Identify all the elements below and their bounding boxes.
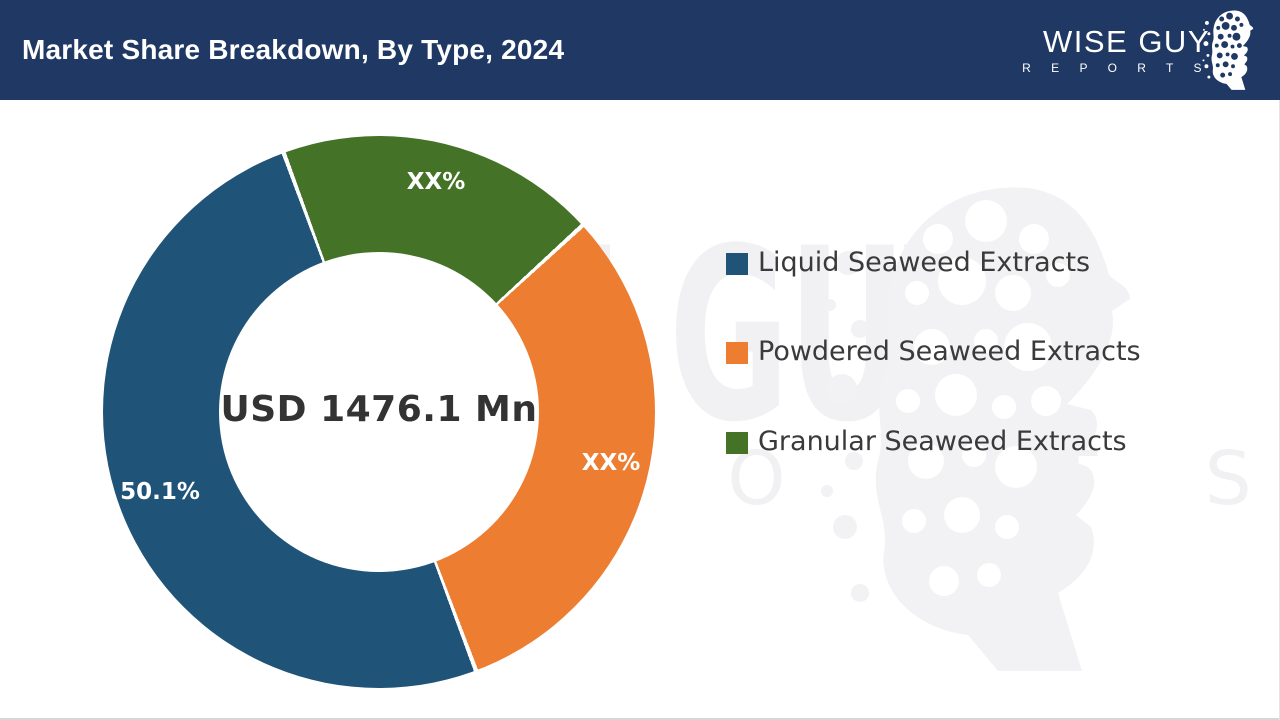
legend-swatch-blue (726, 253, 748, 275)
logo-face-icon (1202, 8, 1266, 92)
legend-item-powdered: Powdered Seaweed Extracts (726, 336, 1141, 368)
legend-swatch-green (726, 431, 748, 454)
chart-legend: Liquid Seaweed Extracts Powdered Seaweed… (726, 247, 1141, 515)
slice-label-powdered: XX% (581, 450, 641, 476)
logo-name: WISE GUY (1042, 23, 1210, 59)
legend-item-liquid: Liquid Seaweed Extracts (726, 247, 1141, 279)
donut-center: USD 1476.1 Mn (219, 252, 539, 572)
logo-text: WISE GUY R E P O R T S (1022, 26, 1210, 75)
slice-label-liquid: 50.1% (120, 479, 200, 505)
header-bar: Market Share Breakdown, By Type, 2024 WI… (0, 0, 1280, 100)
page-title: Market Share Breakdown, By Type, 2024 (22, 34, 565, 65)
legend-swatch-orange (726, 342, 748, 365)
legend-label: Powdered Seaweed Extracts (758, 336, 1141, 368)
legend-label: Granular Seaweed Extracts (758, 425, 1127, 457)
logo-subtitle: R E P O R T S (1022, 60, 1210, 75)
legend-label: Liquid Seaweed Extracts (758, 247, 1091, 278)
center-value-label: USD 1476.1 Mn (220, 388, 538, 430)
wise-guy-reports-logo: WISE GUY R E P O R T S (1022, 8, 1280, 92)
slice-label-granular: XX% (406, 169, 466, 195)
legend-item-granular: Granular Seaweed Extracts (726, 426, 1141, 458)
